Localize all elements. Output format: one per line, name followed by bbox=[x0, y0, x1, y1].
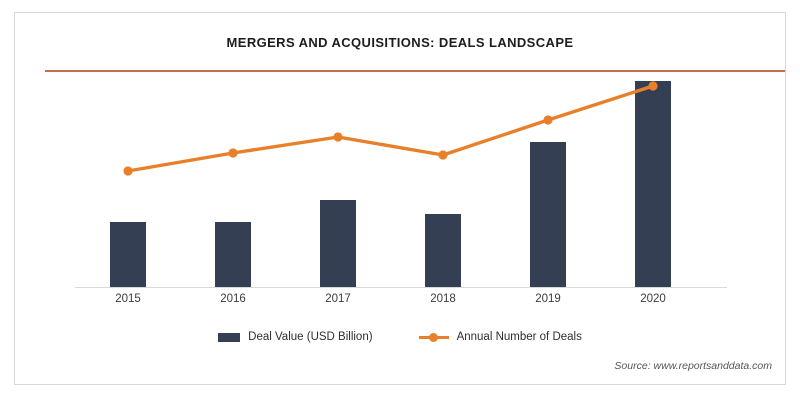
legend-swatch-line-icon bbox=[418, 332, 449, 342]
legend-item-deal-value[interactable]: Deal Value (USD Billion) bbox=[218, 331, 373, 343]
line-marker-2020 bbox=[648, 81, 658, 91]
x-tick-label-2018: 2018 bbox=[430, 293, 456, 305]
legend-label-annual-number-of-deals: Annual Number of Deals bbox=[456, 331, 582, 343]
x-tick-label-2020: 2020 bbox=[640, 293, 666, 305]
x-tick-label-2015: 2015 bbox=[115, 293, 141, 305]
line-marker-2015 bbox=[123, 166, 133, 176]
bar-2016 bbox=[215, 222, 251, 287]
x-axis-line bbox=[75, 287, 727, 288]
x-tick-label-2016: 2016 bbox=[220, 293, 246, 305]
bar-2017 bbox=[320, 200, 356, 287]
source-caption: Source: www.reportsanddata.com bbox=[614, 360, 772, 372]
line-marker-2017 bbox=[333, 132, 343, 142]
x-tick-label-2019: 2019 bbox=[535, 293, 561, 305]
line-marker-2016 bbox=[228, 148, 238, 158]
legend-item-annual-number-of-deals[interactable]: Annual Number of Deals bbox=[418, 331, 582, 343]
line-marker-2018 bbox=[438, 150, 448, 160]
bar-2019 bbox=[530, 142, 566, 287]
chart-title: MERGERS AND ACQUISITIONS: DEALS LANDSCAP… bbox=[226, 35, 574, 50]
x-tick-label-2017: 2017 bbox=[325, 293, 351, 305]
chart-legend: Deal Value (USD Billion) Annual Number o… bbox=[0, 331, 800, 343]
line-marker-2019 bbox=[543, 115, 553, 125]
bar-2018 bbox=[425, 214, 461, 287]
bar-2015 bbox=[110, 222, 146, 287]
title-divider bbox=[45, 70, 785, 72]
bar-2020 bbox=[635, 81, 671, 287]
legend-label-deal-value: Deal Value (USD Billion) bbox=[248, 331, 373, 343]
legend-swatch-bar-icon bbox=[218, 332, 241, 342]
